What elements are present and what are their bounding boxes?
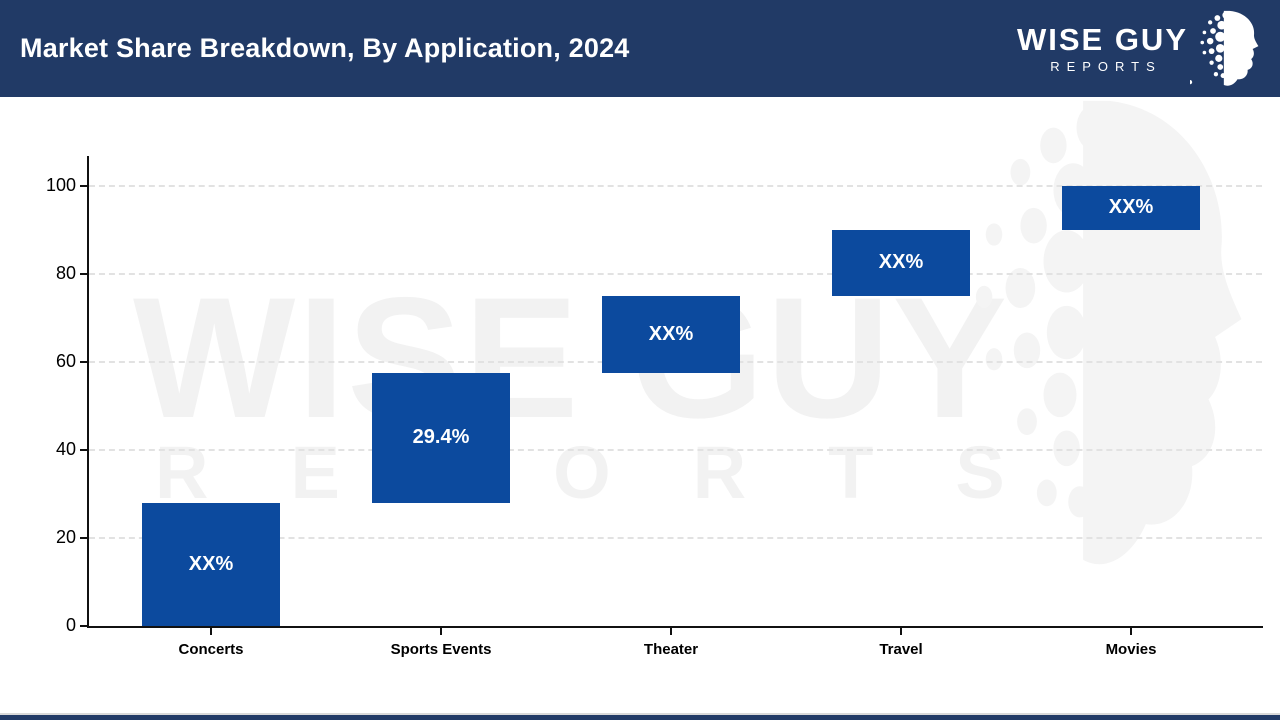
y-tick-100 — [80, 184, 87, 187]
x-tick-travel — [900, 628, 902, 635]
category-label-concerts: Concerts — [178, 641, 244, 658]
y-tick-label-20: 20 — [55, 526, 76, 547]
y-tick-label-80: 80 — [55, 262, 76, 283]
bar-theater: XX% — [602, 295, 740, 374]
gridline-80 — [89, 272, 1262, 275]
logo-subtext: REPORTS — [1050, 58, 1162, 74]
gridline-100 — [89, 184, 1262, 187]
x-tick-concerts — [210, 628, 212, 635]
category-label-movies: Movies — [1105, 641, 1157, 658]
category-label-travel: Travel — [879, 641, 923, 658]
y-tick-label-0: 0 — [65, 615, 76, 635]
y-tick-20 — [80, 536, 87, 539]
dotted-head-icon — [1190, 10, 1259, 86]
x-tick-theater — [670, 628, 672, 635]
category-label-theater: Theater — [643, 641, 699, 658]
bar-sports-events: 29.4% — [372, 373, 510, 503]
logo-text: WISE GUY REPORTS — [1017, 24, 1188, 74]
header: Market Share Breakdown, By Application, … — [0, 0, 1280, 97]
bar-concerts: XX% — [142, 502, 280, 626]
y-tick-label-100: 100 — [45, 174, 76, 195]
y-tick-40 — [80, 448, 87, 451]
y-tick-label-40: 40 — [55, 438, 76, 459]
bar-travel: XX% — [832, 229, 970, 296]
x-tick-movies — [1130, 628, 1132, 635]
category-label-sports-events: Sports Events — [390, 641, 492, 658]
bar-movies: XX% — [1062, 185, 1200, 230]
y-tick-label-60: 60 — [55, 350, 76, 371]
footer-divider — [0, 713, 1280, 715]
x-axis-line — [87, 626, 1263, 628]
gridline-20 — [89, 536, 1262, 539]
chart-title: Market Share Breakdown, By Application, … — [20, 33, 630, 63]
y-tick-60 — [80, 360, 87, 363]
y-axis-line — [87, 156, 89, 627]
footer-bar — [0, 715, 1280, 720]
y-tick-80 — [80, 272, 87, 275]
x-tick-sports-events — [440, 628, 442, 635]
y-tick-0 — [80, 625, 87, 627]
gridline-40 — [89, 448, 1262, 451]
brand-logo: WISE GUY REPORTS — [1017, 9, 1262, 89]
logo-wordmark: WISE GUY — [1016, 21, 1188, 57]
